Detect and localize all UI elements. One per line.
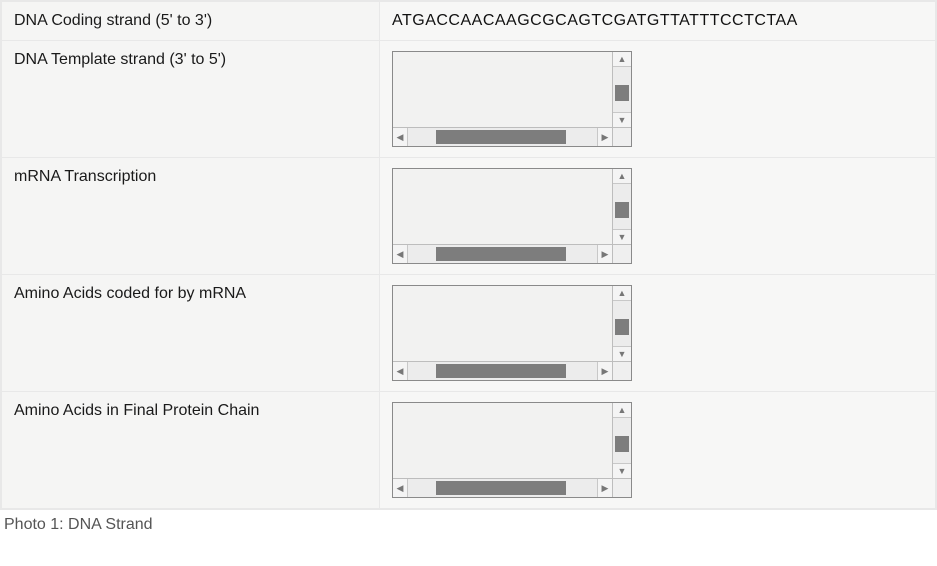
- table-row: Amino Acids in Final Protein Chain ▲ ▼ ◀…: [2, 392, 936, 509]
- vertical-scrollbar[interactable]: ▲ ▼: [612, 403, 631, 478]
- scroll-up-button[interactable]: ▲: [613, 52, 631, 67]
- h-scroll-track[interactable]: [408, 245, 597, 263]
- row-label-mrna: mRNA Transcription: [2, 158, 380, 275]
- row-value-template: ▲ ▼ ◀ ▶: [380, 41, 936, 158]
- scroll-right-button[interactable]: ▶: [597, 479, 612, 497]
- h-scroll-track[interactable]: [408, 479, 597, 497]
- figure-caption: Photo 1: DNA Strand: [0, 510, 937, 540]
- vertical-scrollbar[interactable]: ▲ ▼: [612, 169, 631, 244]
- vertical-scrollbar[interactable]: ▲ ▼: [612, 286, 631, 361]
- scroll-right-button[interactable]: ▶: [597, 362, 612, 380]
- final-protein-chain-input[interactable]: ▲ ▼ ◀ ▶: [392, 402, 632, 498]
- triangle-right-icon: ▶: [602, 133, 609, 142]
- scroll-up-button[interactable]: ▲: [613, 403, 631, 418]
- scroll-corner: [612, 127, 631, 146]
- table-row: mRNA Transcription ▲ ▼ ◀ ▶: [2, 158, 936, 275]
- vertical-scrollbar[interactable]: ▲ ▼: [612, 52, 631, 127]
- row-value-finalchain: ▲ ▼ ◀ ▶: [380, 392, 936, 509]
- triangle-up-icon: ▲: [618, 289, 627, 298]
- triangle-right-icon: ▶: [602, 250, 609, 259]
- h-scroll-thumb[interactable]: [436, 481, 566, 495]
- scroll-left-button[interactable]: ◀: [393, 128, 408, 146]
- scroll-down-button[interactable]: ▼: [613, 112, 631, 127]
- row-value-coding: ATGACCAACAAGCGCAGTCGATGTTATTTCCTCTAA: [380, 2, 936, 41]
- v-scroll-track[interactable]: [613, 184, 631, 229]
- v-scroll-thumb[interactable]: [615, 436, 629, 452]
- coding-sequence-text: ATGACCAACAAGCGCAGTCGATGTTATTTCCTCTAA: [392, 12, 798, 29]
- amino-acids-mrna-input[interactable]: ▲ ▼ ◀ ▶: [392, 285, 632, 381]
- triangle-right-icon: ▶: [602, 367, 609, 376]
- v-scroll-thumb[interactable]: [615, 202, 629, 218]
- v-scroll-thumb[interactable]: [615, 319, 629, 335]
- row-value-aminoacids: ▲ ▼ ◀ ▶: [380, 275, 936, 392]
- scroll-left-button[interactable]: ◀: [393, 362, 408, 380]
- h-scroll-thumb[interactable]: [436, 130, 566, 144]
- v-scroll-track[interactable]: [613, 67, 631, 112]
- table: DNA Coding strand (5' to 3') ATGACCAACAA…: [1, 1, 936, 509]
- triangle-down-icon: ▼: [618, 350, 627, 359]
- triangle-down-icon: ▼: [618, 116, 627, 125]
- horizontal-scrollbar[interactable]: ◀ ▶: [393, 478, 612, 497]
- horizontal-scrollbar[interactable]: ◀ ▶: [393, 361, 612, 380]
- triangle-up-icon: ▲: [618, 55, 627, 64]
- h-scroll-track[interactable]: [408, 362, 597, 380]
- scroll-corner: [612, 244, 631, 263]
- h-scroll-track[interactable]: [408, 128, 597, 146]
- scroll-right-button[interactable]: ▶: [597, 128, 612, 146]
- horizontal-scrollbar[interactable]: ◀ ▶: [393, 127, 612, 146]
- triangle-right-icon: ▶: [602, 484, 609, 493]
- scroll-right-button[interactable]: ▶: [597, 245, 612, 263]
- triangle-up-icon: ▲: [618, 172, 627, 181]
- horizontal-scrollbar[interactable]: ◀ ▶: [393, 244, 612, 263]
- textarea-content[interactable]: [393, 286, 612, 361]
- textarea-content[interactable]: [393, 52, 612, 127]
- v-scroll-thumb[interactable]: [615, 85, 629, 101]
- triangle-left-icon: ◀: [397, 484, 404, 493]
- row-value-mrna: ▲ ▼ ◀ ▶: [380, 158, 936, 275]
- row-label-finalchain: Amino Acids in Final Protein Chain: [2, 392, 380, 509]
- scroll-corner: [612, 361, 631, 380]
- scroll-left-button[interactable]: ◀: [393, 479, 408, 497]
- row-label-aminoacids: Amino Acids coded for by mRNA: [2, 275, 380, 392]
- textarea-content[interactable]: [393, 403, 612, 478]
- scroll-up-button[interactable]: ▲: [613, 169, 631, 184]
- scroll-left-button[interactable]: ◀: [393, 245, 408, 263]
- v-scroll-track[interactable]: [613, 301, 631, 346]
- row-label-coding: DNA Coding strand (5' to 3'): [2, 2, 380, 41]
- dna-table: DNA Coding strand (5' to 3') ATGACCAACAA…: [0, 0, 937, 510]
- table-row: DNA Template strand (3' to 5') ▲ ▼ ◀ ▶: [2, 41, 936, 158]
- scroll-down-button[interactable]: ▼: [613, 346, 631, 361]
- scroll-down-button[interactable]: ▼: [613, 463, 631, 478]
- scroll-up-button[interactable]: ▲: [613, 286, 631, 301]
- h-scroll-thumb[interactable]: [436, 364, 566, 378]
- triangle-up-icon: ▲: [618, 406, 627, 415]
- v-scroll-track[interactable]: [613, 418, 631, 463]
- template-strand-input[interactable]: ▲ ▼ ◀ ▶: [392, 51, 632, 147]
- h-scroll-thumb[interactable]: [436, 247, 566, 261]
- triangle-down-icon: ▼: [618, 467, 627, 476]
- triangle-down-icon: ▼: [618, 233, 627, 242]
- mrna-transcription-input[interactable]: ▲ ▼ ◀ ▶: [392, 168, 632, 264]
- table-row: DNA Coding strand (5' to 3') ATGACCAACAA…: [2, 2, 936, 41]
- row-label-template: DNA Template strand (3' to 5'): [2, 41, 380, 158]
- scroll-corner: [612, 478, 631, 497]
- textarea-content[interactable]: [393, 169, 612, 244]
- triangle-left-icon: ◀: [397, 367, 404, 376]
- table-row: Amino Acids coded for by mRNA ▲ ▼ ◀ ▶: [2, 275, 936, 392]
- triangle-left-icon: ◀: [397, 250, 404, 259]
- scroll-down-button[interactable]: ▼: [613, 229, 631, 244]
- triangle-left-icon: ◀: [397, 133, 404, 142]
